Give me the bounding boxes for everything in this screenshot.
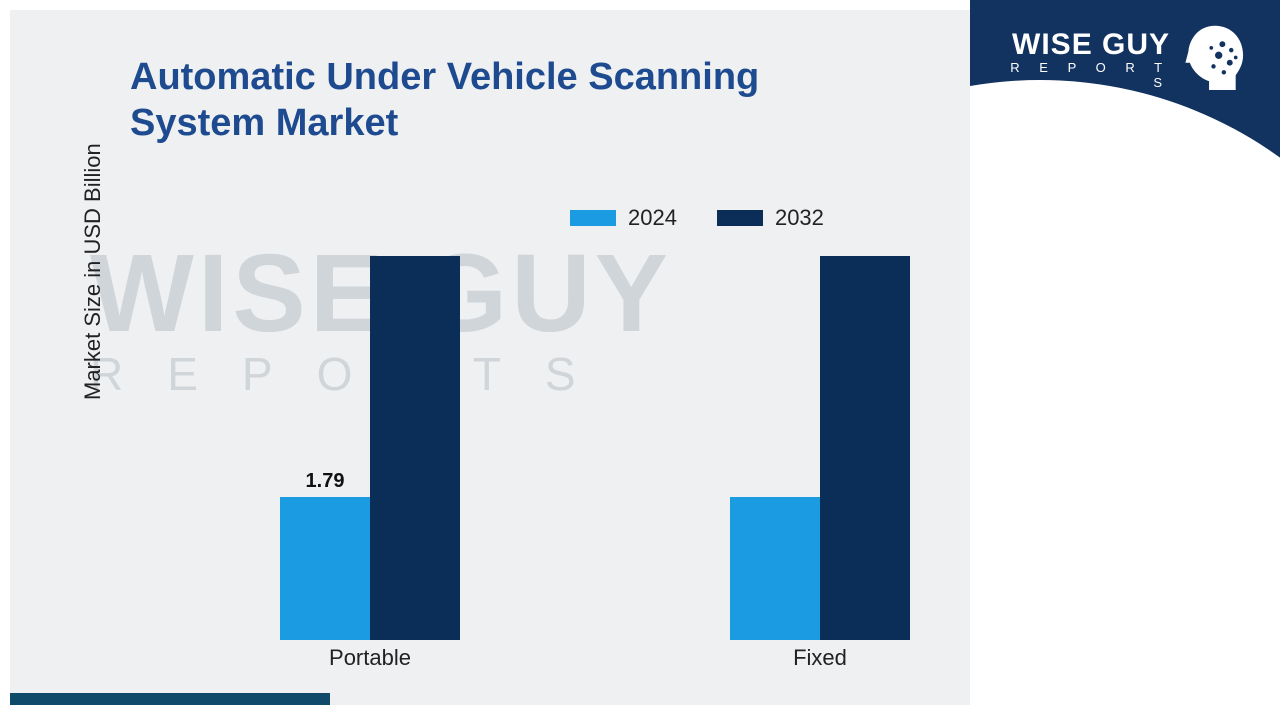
legend-label-2032: 2032: [775, 205, 824, 231]
main-area: WISE GUY REPORTS Automatic Under Vehicle…: [10, 10, 970, 705]
head-icon: [1178, 20, 1252, 98]
legend-item-2024: 2024: [570, 205, 677, 231]
legend-swatch-2032: [717, 210, 763, 226]
bar-portable-2024: [280, 497, 370, 640]
category-label-portable: Portable: [270, 645, 470, 671]
brand-logo: WISE GUY R E P O R T S: [992, 20, 1252, 98]
canvas: WISE GUY REPORTS Automatic Under Vehicle…: [0, 0, 1280, 720]
bar-portable-2032: [370, 256, 460, 640]
legend-swatch-2024: [570, 210, 616, 226]
brand-sub: R E P O R T S: [992, 60, 1170, 90]
bar-fixed-2024: [730, 497, 820, 640]
value-label-portable-2024: 1.79: [280, 470, 370, 493]
brand-text: WISE GUY R E P O R T S: [992, 28, 1170, 90]
bottom-accent-bar: [10, 693, 330, 705]
legend-item-2032: 2032: [717, 205, 824, 231]
bar-fixed-2032: [820, 256, 910, 640]
brand-main: WISE GUY: [992, 28, 1170, 62]
chart-title: Automatic Under Vehicle Scanning System …: [130, 55, 870, 146]
legend: 2024 2032: [570, 205, 824, 231]
category-label-fixed: Fixed: [720, 645, 920, 671]
y-axis-label: Market Size in USD Billion: [80, 143, 106, 400]
legend-label-2024: 2024: [628, 205, 677, 231]
plot-area: 1.79PortableFixed: [130, 240, 930, 640]
